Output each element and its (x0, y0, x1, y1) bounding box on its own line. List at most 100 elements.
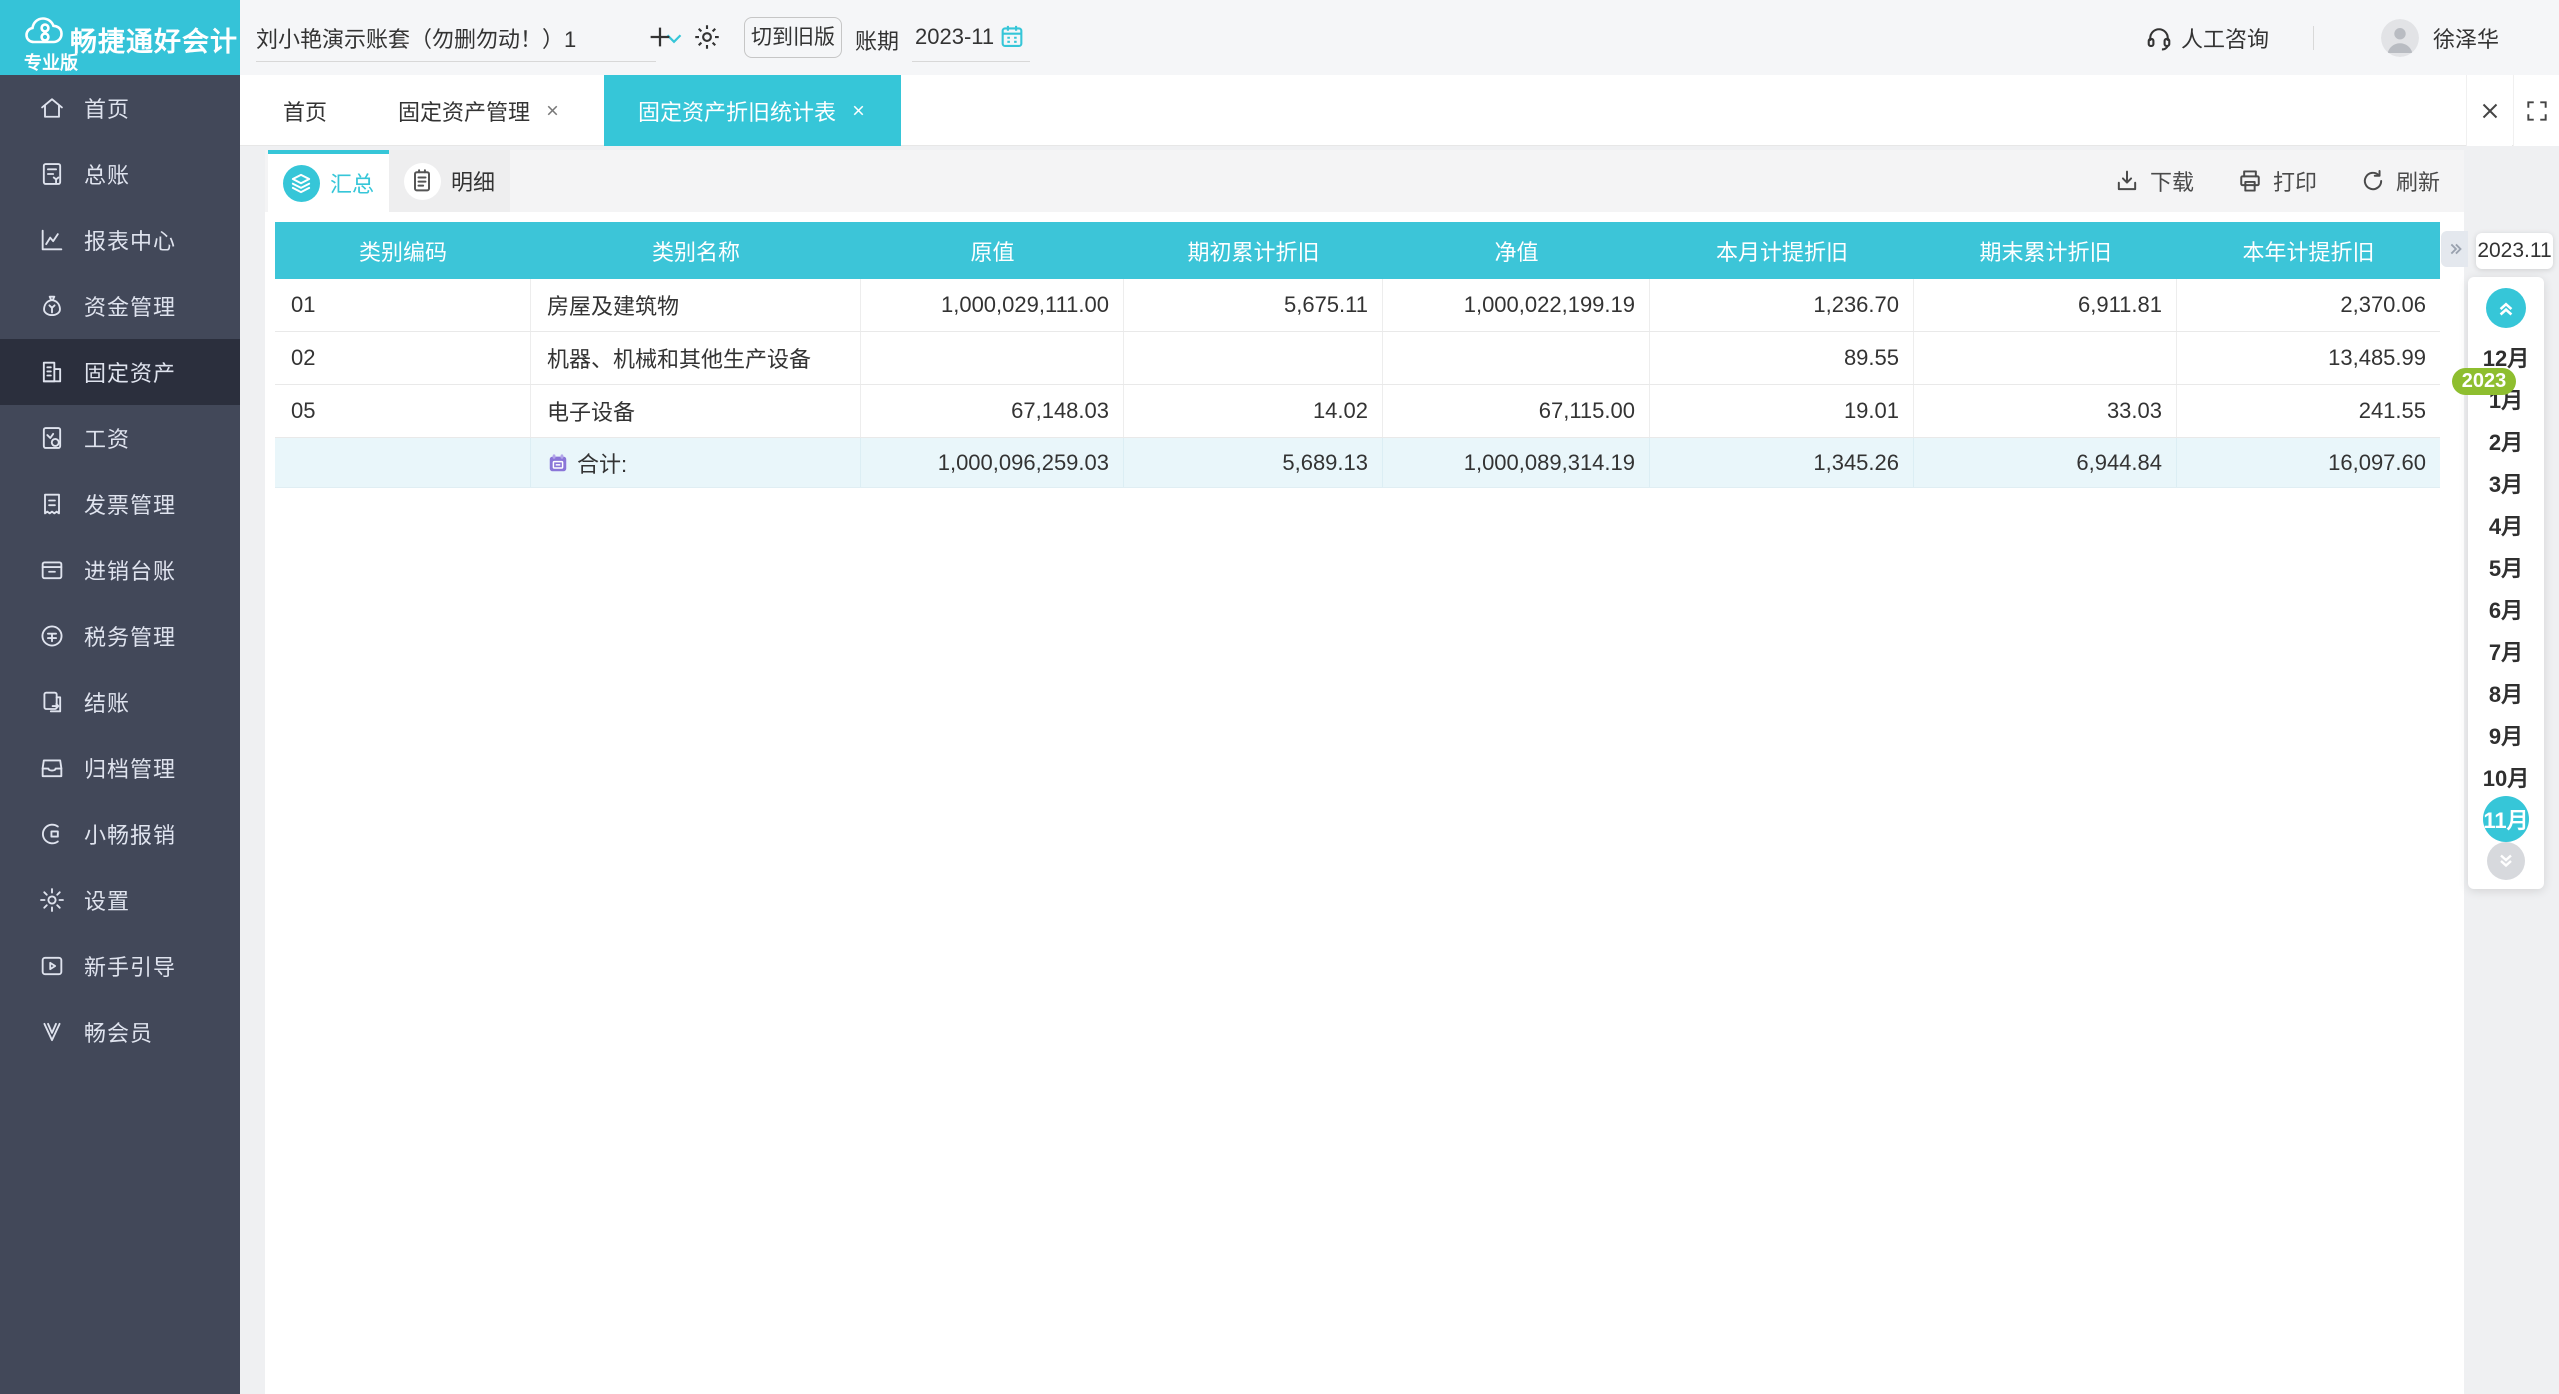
month-item-10[interactable]: 9月 (2468, 714, 2544, 756)
month-item-8[interactable]: 7月 (2468, 630, 2544, 672)
table-cell (275, 438, 531, 487)
month-item-3[interactable]: 2月 (2468, 420, 2544, 462)
month-selector-panel: 2023 12月 1月 2月 3月 4月 5月 6月 7月 8月 9月 10月 11月 (2452, 277, 2544, 889)
add-account-set-button[interactable] (645, 22, 677, 54)
download-button[interactable]: 下载 (2113, 165, 2194, 197)
report-content-card: 汇总 明细 下载 打印 刷新 类别编码 类别名称 原值 期初累计折旧 净值 本月计提折旧 期末累计… (265, 150, 2464, 1394)
view-tab-bar: 汇总 明细 下载 打印 刷新 (265, 150, 2464, 212)
tax-icon (38, 622, 66, 650)
month-item-7[interactable]: 6月 (2468, 588, 2544, 630)
month-item-5[interactable]: 4月 (2468, 504, 2544, 546)
brand-title: 畅捷通好会计 (70, 27, 238, 57)
support-label: 人工咨询 (2180, 26, 2269, 52)
inventory-icon (38, 556, 66, 584)
month-label: 10月 (2482, 766, 2530, 791)
tab-close-icon[interactable] (850, 102, 867, 119)
user-menu[interactable]: 徐泽华 (2380, 0, 2499, 75)
member-icon (38, 1018, 66, 1046)
month-label: 2月 (2488, 430, 2524, 455)
sidebar-item-home[interactable]: 首页 (0, 75, 240, 141)
sidebar-item-archive-management[interactable]: 归档管理 (0, 735, 240, 801)
reimburse-icon (38, 820, 66, 848)
sidebar-item-report-center[interactable]: 报表中心 (0, 207, 240, 273)
calendar-icon[interactable] (998, 22, 1026, 50)
sidebar-menu: 首页总账报表中心资金管理固定资产工资发票管理进销台账税务管理结账归档管理 小畅报销… (0, 75, 240, 1065)
sidebar-item-tax-management[interactable]: 税务管理 (0, 603, 240, 669)
report-toolbar: 下载 打印 刷新 (2071, 150, 2440, 212)
switch-to-old-version-button[interactable]: 切到旧版 (744, 17, 842, 58)
sidebar-item-funds-management[interactable]: 资金管理 (0, 273, 240, 339)
month-label: 6月 (2488, 598, 2524, 623)
table-cell (1124, 332, 1383, 384)
month-item-4[interactable]: 3月 (2468, 462, 2544, 504)
sidebar-item-label: 工资 (84, 427, 131, 452)
payroll-icon (38, 424, 66, 452)
table-cell: 房屋及建筑物 (531, 279, 861, 331)
sidebar-item-closing[interactable]: 结账 (0, 669, 240, 735)
month-item-1[interactable]: 12月 (2468, 336, 2544, 378)
scroll-months-down-button[interactable] (2487, 842, 2525, 880)
header-cell: 原值 (970, 239, 1015, 265)
tab-fixed-asset-management[interactable]: 固定资产管理 (370, 75, 589, 146)
view-tab-detail[interactable]: 明细 (389, 150, 510, 212)
headset-icon (2145, 24, 2173, 52)
account-set-selector[interactable]: 刘小艳演示账套（勿删勿动！）1 (256, 0, 687, 75)
table-cell: 16,097.60 (2328, 449, 2426, 475)
sidebar-item-label: 进销台账 (84, 559, 177, 584)
print-button[interactable]: 打印 (2236, 165, 2317, 197)
tab-close-icon[interactable] (544, 102, 561, 119)
table-cell: 14.02 (1124, 385, 1383, 437)
month-item-9[interactable]: 8月 (2468, 672, 2544, 714)
sidebar-item-settings[interactable]: 设置 (0, 867, 240, 933)
collapse-panel-handle[interactable] (2441, 231, 2468, 267)
sidebar-item-xiaochang-reimburse[interactable]: 小畅报销 (0, 801, 240, 867)
period-label: 账期 (855, 29, 900, 54)
sidebar-item-chang-member[interactable]: 畅会员 (0, 999, 240, 1065)
fullscreen-icon[interactable] (2513, 75, 2559, 146)
month-item-6[interactable]: 5月 (2468, 546, 2544, 588)
topbar-divider (2313, 26, 2314, 50)
table-cell: 电子设备 (531, 385, 861, 437)
table-cell: 2,370.06 (2340, 292, 2426, 317)
table-header-row: 类别编码 类别名称 原值 期初累计折旧 净值 本月计提折旧 期末累计折旧 本年计提折旧 (275, 222, 2440, 279)
sidebar-item-label: 畅会员 (84, 1021, 154, 1046)
topbar: 刘小艳演示账套（勿删勿动！）1 切到旧版 账期 2023-11 人工咨询 (240, 0, 2559, 75)
download-icon (2113, 167, 2141, 195)
period-value[interactable]: 2023-11 (915, 24, 995, 49)
asset-icon (38, 358, 66, 386)
month-label: 8月 (2488, 682, 2524, 707)
support-button[interactable]: 人工咨询 (2145, 0, 2269, 75)
month-item-12[interactable]: 11月 (2468, 798, 2544, 840)
sidebar-item-purchase-sales-ledger[interactable]: 进销台账 (0, 537, 240, 603)
sidebar-item-invoice-management[interactable]: 发票管理 (0, 471, 240, 537)
table-cell: 1,236.70 (1650, 279, 1914, 331)
table-cell: 67,148.03 (861, 385, 1124, 437)
app-logo[interactable]: 畅捷通好会计 专业版 (0, 0, 240, 75)
total-calculator-icon (547, 452, 569, 474)
sidebar-item-beginner-guide[interactable]: 新手引导 (0, 933, 240, 999)
month-item-11[interactable]: 10月 (2468, 756, 2544, 798)
table-cell: 1,000,029,111.00 (861, 279, 1124, 331)
table-cell (1383, 332, 1650, 384)
table-cell: 13,485.99 (2328, 345, 2426, 370)
close-all-tabs-button[interactable] (2466, 75, 2512, 146)
refresh-button[interactable]: 刷新 (2359, 165, 2440, 197)
view-tab-summary[interactable]: 汇总 (268, 150, 389, 212)
sidebar-item-label: 总账 (84, 163, 131, 188)
tool-button-label: 下载 (2149, 170, 2194, 195)
current-period-pill[interactable]: 2023.11 (2476, 233, 2553, 269)
report-icon (38, 226, 66, 254)
funds-icon (38, 292, 66, 320)
tab-depreciation-statistics[interactable]: 固定资产折旧统计表 (604, 75, 902, 146)
tab-home[interactable]: 首页 (255, 75, 355, 146)
tool-button-label: 打印 (2272, 170, 2317, 195)
sidebar-item-general-ledger[interactable]: 总账 (0, 141, 240, 207)
table-cell: 05 (275, 385, 531, 437)
sidebar-item-label: 资金管理 (84, 295, 177, 320)
sidebar-item-payroll[interactable]: 工资 (0, 405, 240, 471)
table-cell: 89.55 (1650, 332, 1914, 384)
sidebar-item-label: 结账 (84, 691, 131, 716)
sidebar-item-fixed-assets[interactable]: 固定资产 (0, 339, 240, 405)
scroll-months-up-button[interactable] (2486, 288, 2526, 328)
settings-gear-icon[interactable] (692, 22, 724, 54)
